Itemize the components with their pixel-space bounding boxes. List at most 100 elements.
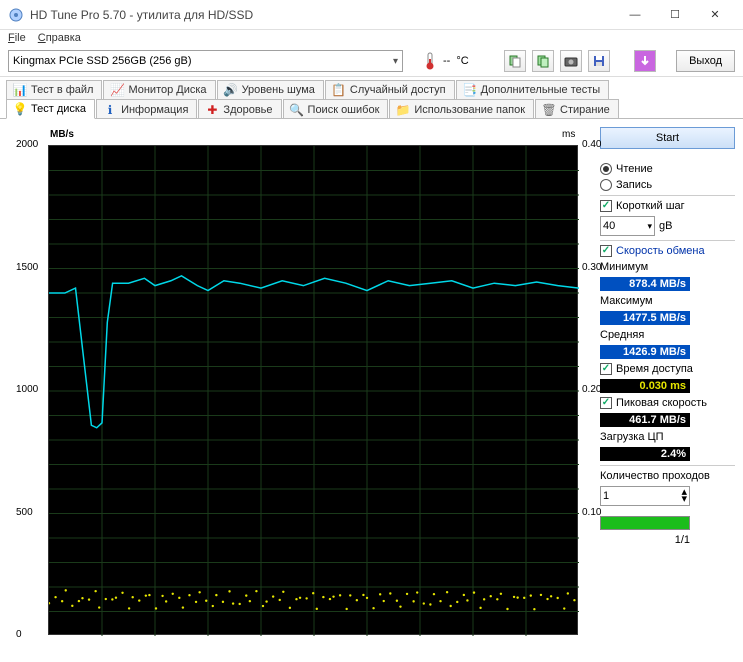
write-radio[interactable] — [600, 179, 612, 191]
temp-value: -- — [443, 55, 450, 67]
maximize-button[interactable]: ☐ — [655, 0, 695, 30]
tab-label: Монитор Диска — [128, 84, 206, 96]
ytick-right: 0.20 — [582, 384, 601, 395]
tab-icon: ℹ — [103, 103, 117, 117]
tab-icon: 💡 — [13, 102, 27, 116]
ytick-left: 0 — [16, 629, 22, 640]
start-button[interactable]: Start — [600, 127, 735, 149]
tab-здоровье[interactable]: ✚ Здоровье — [198, 99, 281, 119]
chart-canvas — [48, 145, 578, 635]
minimize-button[interactable]: — — [615, 0, 655, 30]
access-checkbox[interactable] — [600, 363, 612, 375]
copy-screenshot-button[interactable] — [532, 50, 554, 72]
short-step-checkbox[interactable] — [600, 200, 612, 212]
cpu-value: 2.4% — [600, 447, 690, 461]
progress-bar — [600, 516, 690, 530]
tab-монитор-диска[interactable]: 📈 Монитор Диска — [103, 80, 215, 99]
tab-информация[interactable]: ℹ Информация — [96, 99, 197, 119]
screenshot-button[interactable] — [560, 50, 582, 72]
exit-button[interactable]: Выход — [676, 50, 735, 72]
close-button[interactable]: ✕ — [695, 0, 735, 30]
titlebar: HD Tune Pro 5.70 - утилита для HD/SSD — … — [0, 0, 743, 30]
tab-случайный-доступ[interactable]: 📋 Случайный доступ — [325, 80, 455, 99]
tab-label: Использование папок — [414, 104, 525, 116]
tab-icon: 🗑 — [542, 103, 556, 117]
read-radio[interactable] — [600, 163, 612, 175]
tab-icon: 📁 — [396, 103, 410, 117]
device-select[interactable]: Kingmax PCIe SSD 256GB (256 gB) ▾ — [8, 50, 403, 72]
tab-label: Стирание — [560, 104, 610, 116]
tab-label: Тест в файл — [31, 84, 93, 96]
tab-дополнительные-тесты[interactable]: 📑 Дополнительные тесты — [456, 80, 610, 99]
tab-icon: 📈 — [110, 83, 124, 97]
save-button[interactable] — [588, 50, 610, 72]
tab-icon: 📑 — [463, 83, 477, 97]
tab-icon: ✚ — [205, 103, 219, 117]
app-icon — [8, 7, 24, 23]
tab-label: Поиск ошибок — [308, 104, 380, 116]
menubar: File Справка — [0, 30, 743, 46]
transfer-label: Скорость обмена — [616, 245, 705, 257]
access-label: Время доступа — [616, 363, 693, 375]
options-button[interactable] — [634, 50, 656, 72]
window-title: HD Tune Pro 5.70 - утилита для HD/SSD — [30, 8, 615, 22]
transfer-checkbox[interactable] — [600, 245, 612, 257]
min-value: 878.4 MB/s — [600, 277, 690, 291]
tab-тест-в-файл[interactable]: 📊 Тест в файл — [6, 80, 102, 99]
thermometer-icon — [423, 52, 437, 70]
toolbar: Kingmax PCIe SSD 256GB (256 gB) ▾ -- °C … — [0, 46, 743, 77]
burst-value: 461.7 MB/s — [600, 413, 690, 427]
tab-тест-диска[interactable]: 💡 Тест диска — [6, 99, 95, 119]
chart-area: MB/s ms 0500100015002000 0.100.200.300.4… — [8, 127, 588, 650]
tab-label: Дополнительные тесты — [481, 84, 601, 96]
copy-info-button[interactable] — [504, 50, 526, 72]
burst-label: Пиковая скорость — [616, 397, 707, 409]
tabs: 📊Тест в файл📈Монитор Диска🔊Уровень шума📋… — [0, 77, 743, 118]
tab-label: Тест диска — [31, 103, 86, 115]
ytick-right: 0.40 — [582, 139, 601, 150]
min-label: Минимум — [600, 261, 735, 273]
tabrow-bottom: 💡 Тест диска ℹ Информация ✚ Здоровье 🔍 Поиск ош… — [6, 98, 737, 118]
step-unit: gB — [659, 220, 672, 232]
tabrow-top: 📊Тест в файл📈Монитор Диска🔊Уровень шума📋… — [6, 79, 737, 98]
y2-axis-label: ms — [562, 129, 575, 140]
tab-поиск-ошибок[interactable]: 🔍 Поиск ошибок — [283, 99, 389, 119]
side-panel: Start Чтение Запись Короткий шаг 40▾ gB … — [588, 127, 735, 650]
short-step-label: Короткий шаг — [616, 200, 685, 212]
cpu-label: Загрузка ЦП — [600, 431, 735, 443]
device-name: Kingmax PCIe SSD 256GB (256 gB) — [13, 55, 192, 67]
tab-icon: 📋 — [332, 83, 346, 97]
menu-help[interactable]: Справка — [38, 32, 81, 44]
max-value: 1477.5 MB/s — [600, 311, 690, 325]
ytick-left: 2000 — [16, 139, 38, 150]
temp-unit: °C — [456, 55, 468, 67]
tab-уровень-шума[interactable]: 🔊Уровень шума — [217, 80, 324, 99]
avg-label: Средняя — [600, 329, 735, 341]
tab-icon: 🔍 — [290, 103, 304, 117]
tab-icon: 📊 — [13, 83, 27, 97]
access-value: 0.030 ms — [600, 379, 690, 393]
tab-label: Уровень шума — [242, 84, 315, 96]
tab-label: Здоровье — [223, 104, 272, 116]
content: MB/s ms 0500100015002000 0.100.200.300.4… — [0, 118, 743, 658]
passes-select[interactable]: 1▴▾ — [600, 486, 690, 506]
ytick-left: 1000 — [16, 384, 38, 395]
tab-label: Случайный доступ — [350, 84, 446, 96]
tab-использование-папок[interactable]: 📁 Использование папок — [389, 99, 534, 119]
pass-counter: 1/1 — [600, 534, 690, 546]
step-select[interactable]: 40▾ — [600, 216, 655, 236]
tab-стирание[interactable]: 🗑 Стирание — [535, 99, 619, 119]
chevron-down-icon: ▾ — [393, 56, 402, 67]
write-label: Запись — [616, 179, 652, 191]
ytick-right: 0.10 — [582, 507, 601, 518]
passes-label: Количество проходов — [600, 470, 735, 482]
y-axis-label: MB/s — [50, 129, 74, 140]
ytick-left: 500 — [16, 507, 33, 518]
burst-checkbox[interactable] — [600, 397, 612, 409]
tab-label: Информация — [121, 104, 188, 116]
ytick-right: 0.30 — [582, 262, 601, 273]
menu-file[interactable]: File — [8, 32, 26, 44]
read-label: Чтение — [616, 163, 653, 175]
max-label: Максимум — [600, 295, 735, 307]
avg-value: 1426.9 MB/s — [600, 345, 690, 359]
